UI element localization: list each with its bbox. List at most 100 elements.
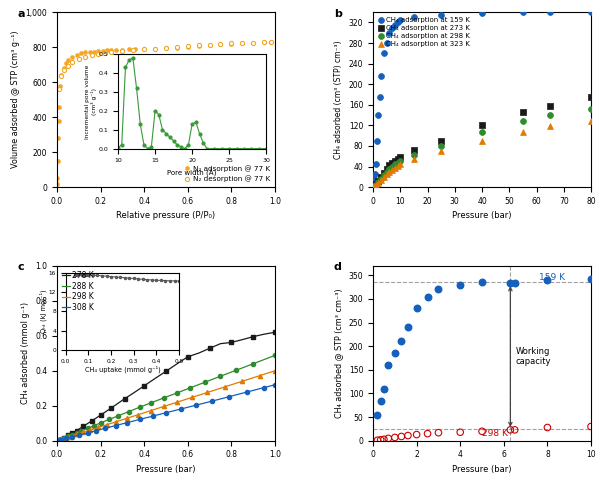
CH₄ adsorption at 323 K <box>518 128 527 135</box>
CH₄ adsorption at 159 K <box>370 175 379 183</box>
N₂ adsorption @ 77 K <box>184 44 191 50</box>
Y-axis label: Volume adsorbed @ STP (cm³ g⁻¹): Volume adsorbed @ STP (cm³ g⁻¹) <box>11 31 20 169</box>
CH₄ adsorption at 159 K <box>370 170 380 178</box>
CH₄ adsorption at 323 K <box>395 161 405 169</box>
N₂ desorption @ 77 K <box>58 73 65 79</box>
278 K <box>206 345 213 351</box>
CH₄ adsorption at 273 K <box>382 165 391 173</box>
N₂ adsorption @ 77 K <box>104 47 111 53</box>
CH₄ adsorption at 298 K <box>370 182 379 190</box>
Text: 159 K: 159 K <box>539 273 565 282</box>
CH₄ adsorption at 159 K <box>373 137 382 145</box>
Y-axis label: CH₄ adsorbed (mmol g⁻¹): CH₄ adsorbed (mmol g⁻¹) <box>20 302 29 404</box>
278 K <box>75 426 82 432</box>
Point <box>383 361 393 369</box>
Point <box>412 431 421 438</box>
N₂ adsorption @ 77 K <box>228 41 235 47</box>
Text: c: c <box>18 262 25 272</box>
308 K <box>243 389 250 395</box>
N₂ desorption @ 77 K <box>163 45 170 51</box>
CH₄ adsorption at 298 K <box>393 159 403 167</box>
CH₄ adsorption at 273 K <box>545 102 555 110</box>
N₂ adsorption @ 77 K <box>60 65 67 71</box>
CH₄ adsorption at 298 K <box>395 157 405 165</box>
278 K <box>184 354 191 360</box>
278 K <box>260 331 268 337</box>
298 K <box>73 431 80 437</box>
308 K <box>92 428 100 433</box>
N₂ adsorption @ 77 K <box>56 83 64 89</box>
288 K <box>250 361 257 367</box>
N₂ adsorption @ 77 K <box>239 40 246 46</box>
X-axis label: Relative pressure (P/P₀): Relative pressure (P/P₀) <box>116 211 215 221</box>
CH₄ adsorption at 323 K <box>370 182 379 190</box>
Point <box>455 281 465 289</box>
CH₄ adsorption at 298 K <box>376 175 386 183</box>
278 K <box>56 437 63 443</box>
N₂ adsorption @ 77 K <box>195 43 202 49</box>
308 K <box>58 436 65 442</box>
CH₄ adsorption at 298 K <box>379 171 389 179</box>
288 K <box>147 400 154 406</box>
Line: N₂ adsorption @ 77 K: N₂ adsorption @ 77 K <box>55 39 272 187</box>
Point <box>390 349 400 357</box>
Point <box>434 285 443 293</box>
N₂ desorption @ 77 K <box>88 52 95 58</box>
N₂ adsorption @ 77 K <box>64 57 71 63</box>
CH₄ adsorption at 298 K <box>545 111 555 119</box>
CH₄ adsorption at 273 K <box>390 157 400 165</box>
N₂ adsorption @ 77 K <box>73 52 80 57</box>
CH₄ adsorption at 159 K <box>369 179 379 187</box>
Line: 278 K: 278 K <box>59 332 275 440</box>
Line: 288 K: 288 K <box>59 356 275 440</box>
Text: a: a <box>18 9 25 19</box>
298 K <box>80 430 87 435</box>
N₂ desorption @ 77 K <box>173 44 181 50</box>
CH₄ adsorption at 159 K <box>376 73 386 80</box>
Legend: N₂ adsorption @ 77 K, N₂ desorption @ 77 K: N₂ adsorption @ 77 K, N₂ desorption @ 77… <box>182 164 271 184</box>
288 K <box>64 433 71 439</box>
278 K <box>64 432 71 438</box>
278 K <box>67 431 74 437</box>
CH₄ adsorption at 273 K <box>395 153 405 161</box>
CH₄ adsorption at 298 K <box>371 181 380 188</box>
Point <box>376 436 385 444</box>
Point <box>455 429 465 436</box>
CH₄ adsorption at 273 K <box>388 160 397 168</box>
298 K <box>204 390 211 395</box>
CH₄ adsorption at 159 K <box>436 11 446 19</box>
298 K <box>160 404 167 410</box>
N₂ adsorption @ 77 K <box>99 48 106 54</box>
278 K <box>62 433 70 439</box>
N₂ adsorption @ 77 K <box>91 49 98 55</box>
N₂ adsorption @ 77 K <box>217 41 224 47</box>
308 K <box>178 406 185 412</box>
N₂ adsorption @ 77 K <box>77 50 85 56</box>
CH₄ adsorption at 323 K <box>388 166 397 173</box>
288 K <box>271 353 278 358</box>
CH₄ adsorption at 323 K <box>545 123 555 131</box>
298 K <box>221 384 229 390</box>
CH₄ adsorption at 323 K <box>385 168 394 175</box>
N₂ desorption @ 77 K <box>68 59 76 65</box>
N₂ adsorption @ 77 K <box>62 60 70 66</box>
278 K <box>92 415 100 421</box>
308 K <box>101 425 109 431</box>
308 K <box>84 430 91 436</box>
308 K <box>112 423 119 429</box>
CH₄ adsorption at 159 K <box>477 9 487 17</box>
298 K <box>134 412 141 418</box>
N₂ desorption @ 77 K <box>82 54 89 60</box>
CH₄ adsorption at 273 K <box>368 183 378 190</box>
N₂ desorption @ 77 K <box>260 39 268 45</box>
288 K <box>217 373 224 379</box>
Point <box>397 337 406 345</box>
288 K <box>187 385 194 391</box>
288 K <box>232 368 239 374</box>
CH₄ adsorption at 273 K <box>374 177 383 185</box>
CH₄ adsorption at 273 K <box>371 180 380 188</box>
CH₄ adsorption at 159 K <box>586 8 596 16</box>
298 K <box>104 422 111 428</box>
N₂ adsorption @ 77 K <box>54 158 61 164</box>
N₂ adsorption @ 77 K <box>173 45 181 51</box>
